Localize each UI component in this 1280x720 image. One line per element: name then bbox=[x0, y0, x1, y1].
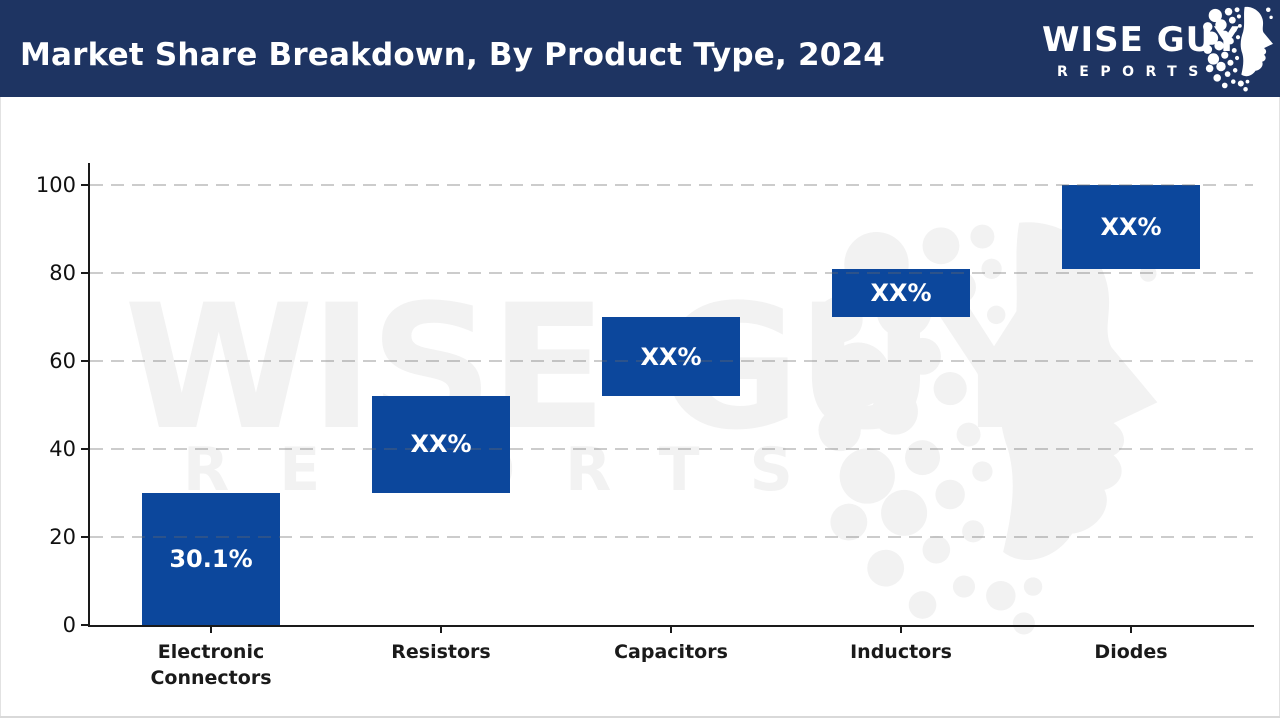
y-tick-label: 60 bbox=[49, 349, 76, 373]
gridline bbox=[90, 448, 1253, 450]
chart-title: Market Share Breakdown, By Product Type,… bbox=[20, 37, 886, 73]
logo-head-icon bbox=[1202, 6, 1274, 93]
bar-value-label: XX% bbox=[410, 430, 472, 459]
category-label: Electronic Connectors bbox=[150, 641, 272, 689]
gridline bbox=[90, 536, 1253, 538]
logo-subtitle: REPORTS bbox=[1057, 64, 1210, 80]
y-tick-mark bbox=[81, 536, 88, 538]
y-tick-label: 0 bbox=[62, 613, 76, 637]
bar-segment bbox=[142, 492, 280, 625]
y-tick-label: 40 bbox=[49, 437, 76, 461]
bar-value-label: XX% bbox=[1100, 212, 1162, 241]
y-tick-mark bbox=[81, 624, 88, 626]
bar-segment bbox=[372, 396, 510, 493]
wise-guy-logo: WISE GUY REPORTS bbox=[1040, 4, 1276, 96]
gridline bbox=[90, 272, 1253, 274]
bar-value-label: XX% bbox=[870, 278, 932, 307]
category-label: Inductors bbox=[850, 641, 952, 663]
y-tick-mark bbox=[81, 272, 88, 274]
bar-segment bbox=[1062, 185, 1200, 269]
y-tick-label: 80 bbox=[49, 261, 76, 285]
y-tick-mark bbox=[81, 184, 88, 186]
category-label: Diodes bbox=[1094, 641, 1168, 663]
y-tick-mark bbox=[81, 448, 88, 450]
x-tick-mark bbox=[670, 627, 672, 633]
header-bar: Market Share Breakdown, By Product Type,… bbox=[0, 0, 1280, 97]
x-tick-mark bbox=[210, 627, 212, 633]
x-tick-mark bbox=[1130, 627, 1132, 633]
y-tick-label: 100 bbox=[35, 173, 76, 197]
bar-value-label: 30.1% bbox=[169, 544, 253, 573]
y-axis-line bbox=[88, 163, 90, 627]
page-bottom-border bbox=[0, 716, 1280, 718]
x-axis-line bbox=[88, 625, 1254, 627]
bar-segment bbox=[602, 317, 740, 397]
category-label: Resistors bbox=[391, 641, 491, 663]
y-tick-label: 20 bbox=[49, 525, 76, 549]
bar-segment bbox=[832, 268, 970, 317]
category-label: Capacitors bbox=[614, 641, 728, 663]
x-tick-mark bbox=[440, 627, 442, 633]
gridline bbox=[90, 360, 1253, 362]
gridline bbox=[90, 184, 1253, 186]
y-tick-mark bbox=[81, 360, 88, 362]
x-tick-mark bbox=[900, 627, 902, 633]
bar-value-label: XX% bbox=[640, 342, 702, 371]
